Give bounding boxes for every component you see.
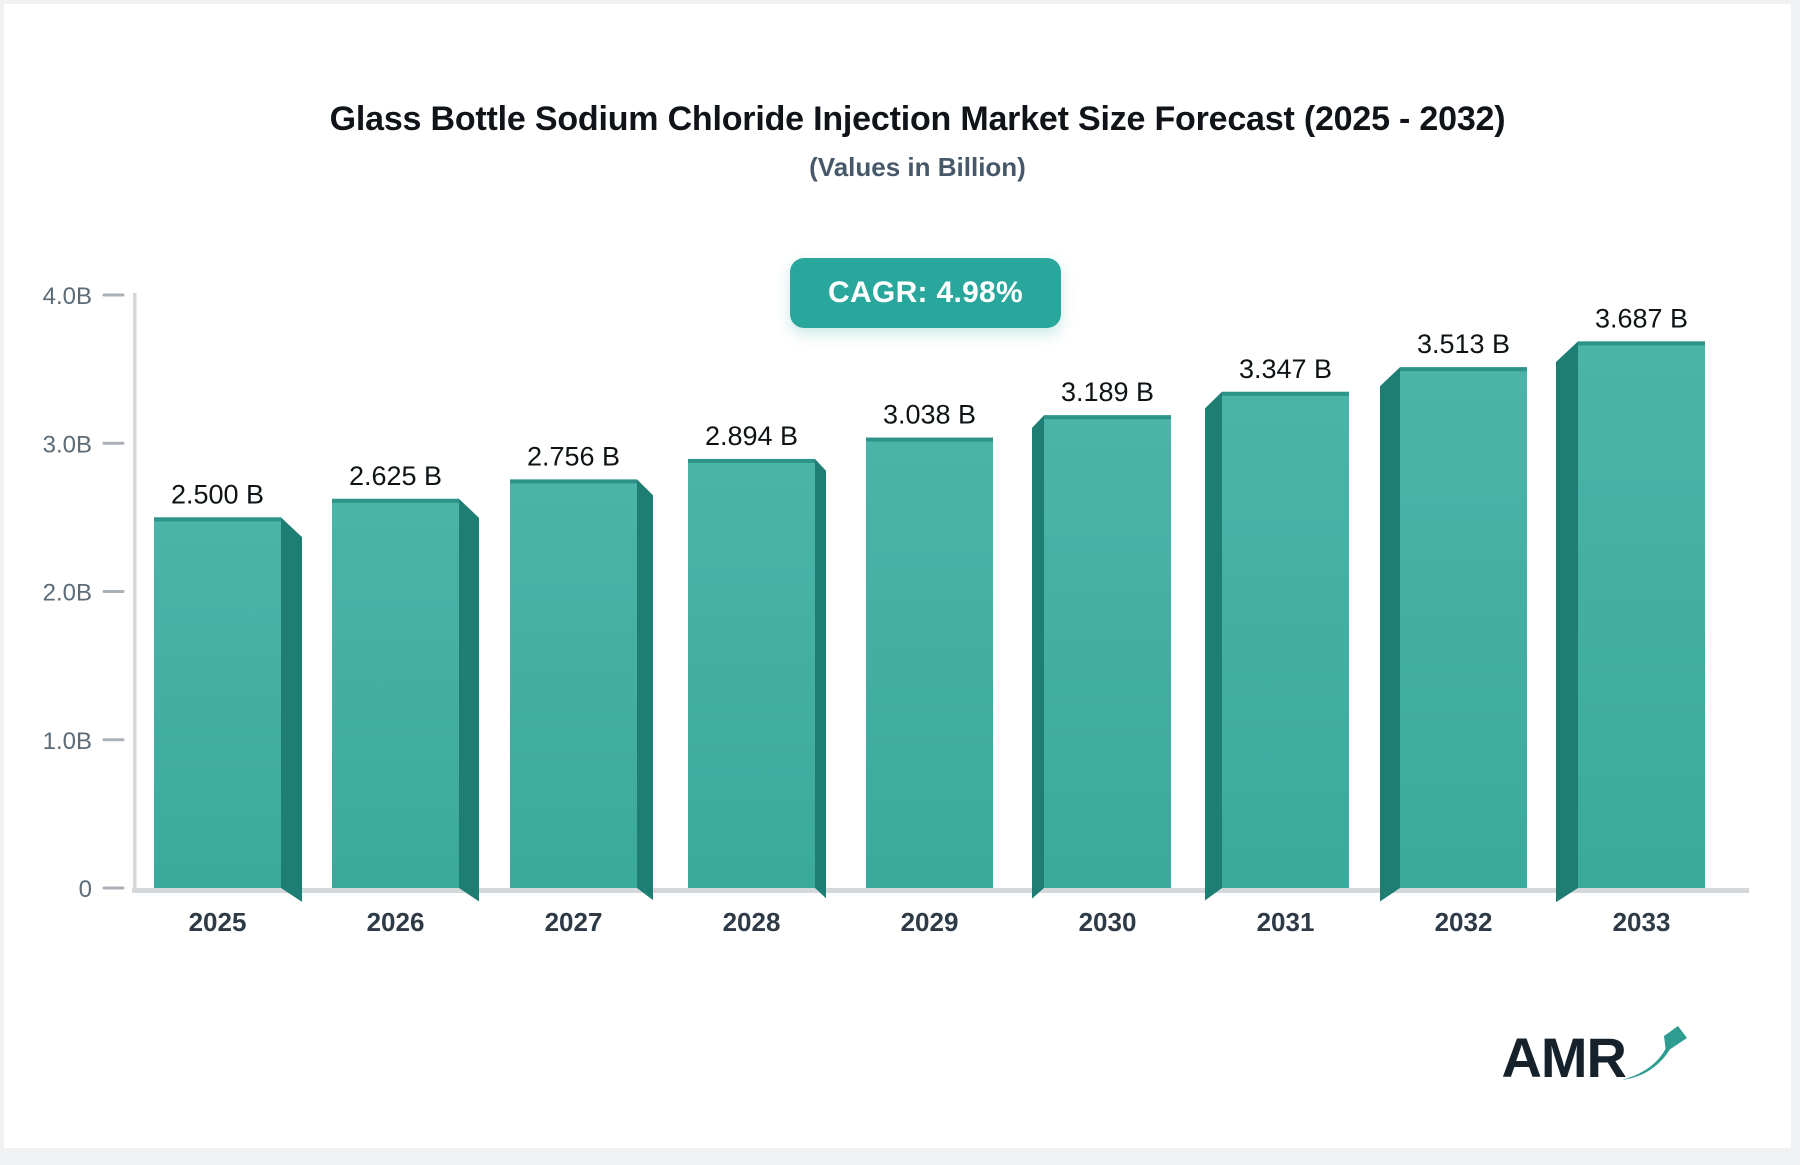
- bar-side-face: [1032, 415, 1044, 899]
- y-axis-tick-label: 4.0B: [43, 283, 92, 310]
- growth-arrow-icon: [1622, 1026, 1687, 1080]
- bar-face: [332, 498, 459, 888]
- bar-value-label: 3.513 B: [1417, 329, 1510, 359]
- x-axis-category-label: 2027: [545, 907, 603, 937]
- bar-value-label: 3.189 B: [1061, 377, 1154, 407]
- chart-title: Glass Bottle Sodium Chloride Injection M…: [329, 100, 1506, 138]
- bar-side-face: [637, 479, 653, 901]
- bar-face: [154, 517, 281, 888]
- bar-value-label: 2.500 B: [171, 479, 264, 509]
- bar-top-edge: [154, 517, 281, 522]
- bar-face: [1044, 415, 1171, 888]
- bar-side-face: [281, 517, 302, 902]
- x-axis-category-label: 2026: [367, 907, 425, 937]
- bar-2025: [154, 517, 302, 902]
- y-axis-line: [133, 293, 137, 893]
- amr-logo-text: AMR: [1501, 1026, 1627, 1089]
- bar-top-edge: [866, 437, 993, 442]
- x-axis-line: [132, 888, 1749, 893]
- bar-side-face: [815, 458, 826, 899]
- bar-2027: [510, 479, 653, 901]
- amr-logo: AMR: [1501, 1024, 1688, 1086]
- bar-value-label: 3.038 B: [883, 400, 976, 430]
- bar-top-edge: [1044, 415, 1171, 420]
- bar-top-edge: [510, 479, 637, 484]
- chart-subtitle: (Values in Billion): [809, 152, 1026, 182]
- bar-face: [1400, 367, 1527, 888]
- bar-top-edge: [1222, 391, 1349, 396]
- bar-2026: [332, 498, 479, 902]
- bar-2031: [1205, 391, 1349, 901]
- y-axis-tick-label: 1.0B: [43, 728, 92, 755]
- bar-side-face: [1556, 341, 1578, 903]
- bar-2029: [866, 437, 993, 888]
- x-axis-category-label: 2031: [1257, 907, 1315, 937]
- bar-top-edge: [332, 498, 459, 503]
- bar-face: [510, 479, 637, 888]
- y-axis-tick-label: 2.0B: [43, 580, 92, 607]
- bar-value-label: 2.894 B: [705, 421, 798, 451]
- cagr-badge: CAGR: 4.98%: [790, 258, 1062, 328]
- bar-2033: [1556, 341, 1705, 903]
- bar-chart: 0 1.0B 2.0B 3.0B 4.0B 2.500 B 2025 2.625 B 2026 2…: [4, 4, 1800, 1165]
- y-axis-tick-label: 0: [79, 876, 92, 903]
- bar-value-label: 2.756 B: [527, 441, 620, 471]
- x-axis-category-label: 2033: [1613, 907, 1671, 937]
- bar-side-face: [459, 498, 479, 902]
- bar-value-label: 3.347 B: [1239, 354, 1332, 384]
- x-axis-category-label: 2032: [1435, 907, 1493, 937]
- bar-chart-canvas: 0 1.0B 2.0B 3.0B 4.0B 2.500 B 2025 2.625 B 2026 2…: [43, 283, 1749, 937]
- bar-2032: [1380, 367, 1527, 902]
- bar-top-edge: [1400, 367, 1527, 372]
- bar-side-face: [1205, 391, 1222, 901]
- bar-face: [688, 458, 815, 888]
- x-axis-category-label: 2029: [901, 907, 959, 937]
- bar-value-label: 2.625 B: [349, 461, 442, 491]
- bar-value-label: 3.687 B: [1595, 303, 1688, 333]
- chart-card: Glass Bottle Sodium Chloride Injection M…: [4, 4, 1791, 1148]
- y-axis-tick-label: 3.0B: [43, 431, 92, 458]
- bar-2028: [688, 458, 826, 899]
- bar-top-edge: [688, 458, 815, 463]
- bar-face: [1222, 391, 1349, 888]
- x-axis-category-label: 2030: [1079, 907, 1137, 937]
- bar-face: [866, 437, 993, 888]
- bar-face: [1578, 341, 1705, 889]
- bar-2030: [1032, 415, 1171, 899]
- x-axis-category-label: 2028: [723, 907, 781, 937]
- x-axis-category-label: 2025: [189, 907, 247, 937]
- bar-side-face: [1380, 367, 1400, 902]
- bar-top-edge: [1578, 341, 1705, 346]
